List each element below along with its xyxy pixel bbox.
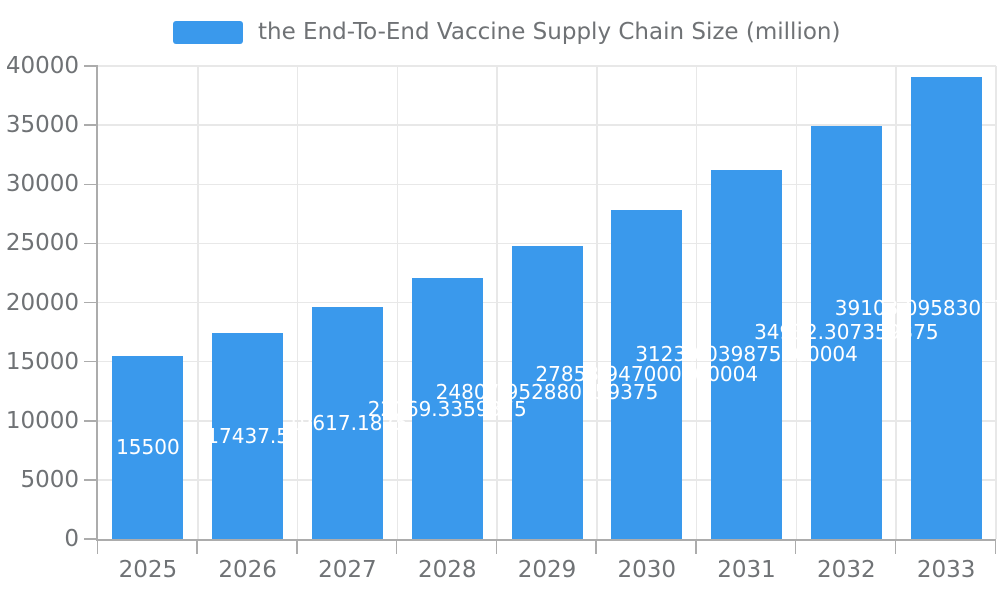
y-tick-label-5000: 5000 — [20, 466, 79, 493]
x-axis-tick — [595, 541, 597, 554]
y-tick-label-0: 0 — [64, 526, 79, 552]
bar-value-label-2026: 17437.5 — [206, 423, 290, 448]
x-axis-tick — [495, 541, 498, 554]
bar-value-label-2028: 22069.3359375 — [367, 396, 527, 421]
y-axis-tick — [84, 242, 98, 245]
y-tick-label-25000: 25000 — [5, 230, 79, 257]
bar-2031[interactable] — [711, 169, 783, 539]
gridline-vertical — [795, 66, 798, 539]
bar-2025[interactable] — [112, 355, 184, 539]
bar-2028[interactable] — [411, 278, 483, 539]
x-tick-label-2026: 2026 — [218, 557, 277, 583]
gridline-vertical — [496, 66, 498, 539]
y-axis-tick — [84, 538, 98, 540]
gridline-vertical — [197, 66, 199, 539]
bar-value-label-2029: 24807.952880859375 — [435, 380, 659, 405]
y-axis-tick — [84, 301, 98, 304]
gridline-vertical — [995, 66, 997, 539]
y-axis-tick — [84, 420, 98, 422]
x-axis-tick — [695, 541, 697, 554]
x-tick-label-2032: 2032 — [817, 557, 876, 583]
y-tick-label-30000: 30000 — [5, 171, 79, 198]
gridline-horizontal — [98, 183, 996, 185]
bar-2033[interactable] — [910, 76, 982, 539]
y-tick-label-15000: 15000 — [5, 348, 79, 375]
x-axis-tick — [994, 541, 996, 554]
gridline-vertical — [895, 66, 897, 539]
gridline-horizontal — [98, 124, 996, 126]
bar-value-label-2032: 34932.307359375 — [754, 320, 939, 345]
bar-value-label-2031: 31230.039875000004 — [635, 342, 858, 367]
x-tick-label-2031: 2031 — [717, 557, 776, 583]
legend-swatch — [173, 21, 243, 44]
y-tick-label-40000: 40000 — [5, 53, 79, 79]
x-axis-tick — [395, 541, 398, 554]
x-axis-tick — [296, 541, 298, 554]
y-axis-tick — [84, 124, 98, 126]
gridline-vertical — [695, 66, 698, 539]
bar-2026[interactable] — [212, 332, 284, 539]
bar-2027[interactable] — [311, 307, 383, 539]
x-tick-label-2030: 2030 — [617, 557, 677, 583]
x-tick-label-2029: 2029 — [517, 557, 577, 583]
bar-2029[interactable] — [511, 245, 583, 539]
gridline-horizontal — [98, 242, 996, 245]
x-axis-tick — [794, 541, 797, 554]
x-tick-label-2025: 2025 — [118, 557, 178, 583]
bar-2032[interactable] — [810, 125, 882, 539]
bar-value-label-2027: 19617.1875 — [286, 411, 408, 435]
x-tick-label-2027: 2027 — [318, 557, 377, 583]
x-tick-label-2028: 2028 — [417, 557, 477, 583]
gridline-vertical — [596, 66, 598, 539]
x-axis-line — [96, 539, 996, 541]
x-axis-tick — [196, 541, 198, 554]
bar-value-label-2025: 15500 — [116, 435, 180, 460]
x-tick-label-2033: 2033 — [916, 557, 976, 583]
y-axis-tick — [84, 65, 98, 67]
x-axis-tick — [894, 541, 897, 554]
y-axis-tick — [84, 183, 98, 185]
gridline-vertical — [396, 66, 399, 539]
gridline-vertical — [296, 66, 299, 539]
x-axis-tick — [96, 541, 98, 554]
legend[interactable]: the End-To-End Vaccine Supply Chain Size… — [0, 0, 1000, 55]
y-tick-label-35000: 35000 — [5, 112, 79, 139]
gridline-horizontal — [98, 65, 996, 67]
bar-2030[interactable] — [611, 209, 683, 539]
bar-value-label-2030: 27853.947000000004 — [535, 362, 759, 387]
y-tick-label-10000: 10000 — [5, 407, 79, 434]
bar-value-label-2033: 39103.095830578125 — [834, 295, 1000, 320]
y-tick-label-20000: 20000 — [5, 289, 79, 316]
y-axis-tick — [84, 479, 98, 481]
y-axis-tick — [84, 360, 98, 363]
legend-label: the End-To-End Vaccine Supply Chain Size… — [258, 19, 841, 45]
